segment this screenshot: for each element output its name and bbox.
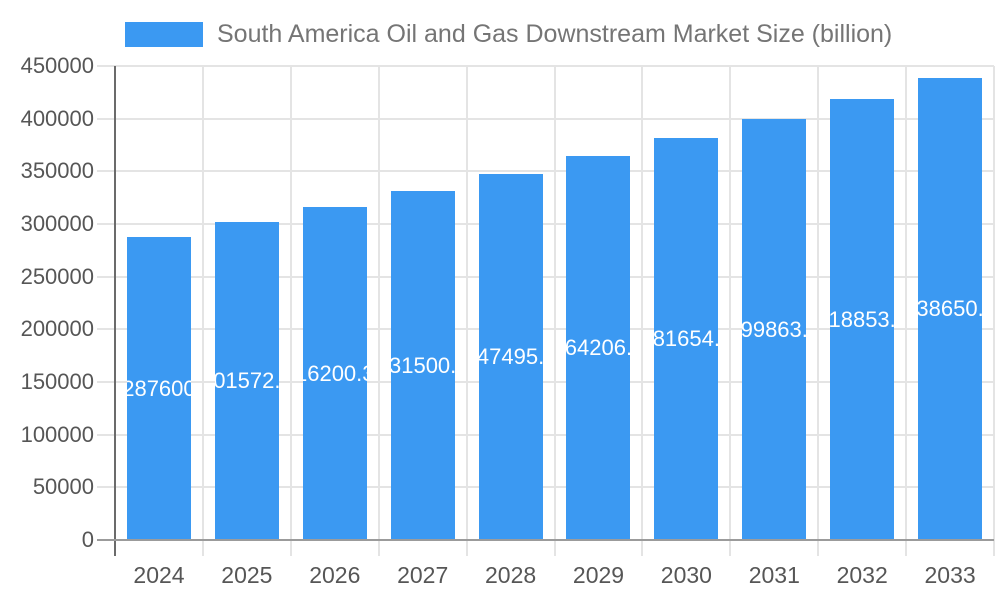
h-gridline: [97, 275, 994, 278]
bar-value-label: 301572.9: [214, 368, 279, 393]
bar: 347495.8: [478, 174, 543, 540]
bar-value-label: 364206.1: [566, 335, 630, 360]
bar: 316200.38: [302, 207, 367, 540]
h-gridline: [97, 117, 994, 120]
v-gridline: [817, 66, 820, 556]
y-axis-tick-label: 250000: [20, 263, 94, 289]
x-axis-tick-label: 2024: [133, 562, 185, 588]
legend-swatch: [125, 21, 203, 47]
x-axis-line: [97, 539, 994, 541]
v-gridline: [377, 66, 380, 556]
x-axis-tick-label: 2033: [924, 562, 976, 588]
v-gridline: [465, 66, 468, 556]
h-gridline: [97, 486, 994, 489]
y-axis-tick-label: 450000: [20, 53, 94, 78]
y-axis-tick-label: 50000: [32, 474, 94, 500]
x-axis-tick-label: 2031: [748, 562, 800, 588]
y-axis-tick-label: 350000: [20, 158, 94, 184]
h-gridline: [97, 328, 994, 331]
bar-value-label: 347495.8: [478, 344, 543, 369]
plot-area: 287600 301572.9 316200.38 331500.4 347495.8 3…: [97, 65, 995, 556]
h-gridline: [97, 433, 994, 436]
h-gridline: [97, 65, 994, 67]
bar-value-label: 381654.3: [654, 326, 718, 351]
bar: 331500.4: [390, 191, 455, 540]
y-axis-tick-label: 400000: [20, 105, 94, 131]
bar: 301572.9: [214, 222, 279, 540]
bar-value-label: 438650.6: [918, 296, 982, 321]
bar: 364206.1: [566, 156, 631, 540]
bar-value-label: 399863.2: [742, 316, 806, 342]
bar-value-label: 331500.4: [390, 352, 455, 378]
x-axis-tick-label: 2027: [397, 562, 449, 588]
h-gridline: [97, 381, 994, 383]
bar: 418853.1: [830, 99, 895, 540]
y-axis-tick-label: 100000: [20, 421, 94, 447]
x-axis-tick-label: 2029: [572, 562, 625, 588]
v-gridline: [905, 66, 908, 556]
bar: 381654.3: [654, 138, 719, 540]
x-axis-tick-label: 2025: [221, 562, 273, 588]
bar: 438650.6: [918, 78, 983, 540]
x-axis-tick-label: 2032: [836, 562, 888, 588]
y-axis-tick-label: 0: [81, 527, 94, 552]
y-axis-tick-label: 150000: [20, 369, 94, 394]
legend: South America Oil and Gas Downstream Mar…: [125, 19, 892, 49]
x-axis-tick-label: 2026: [309, 562, 361, 588]
bar-value-label: 287600: [126, 375, 191, 401]
y-axis-line: [114, 66, 116, 556]
y-axis-tick-label: 200000: [20, 316, 94, 342]
h-gridline: [97, 223, 994, 225]
v-gridline: [289, 66, 292, 556]
v-gridline: [729, 66, 732, 556]
v-gridline: [641, 66, 644, 556]
legend-series-label: South America Oil and Gas Downstream Mar…: [217, 20, 893, 48]
bar-value-label: 418853.1: [830, 306, 894, 332]
y-axis-tick-label: 300000: [20, 211, 94, 236]
bar-value-label: 316200.38: [303, 360, 367, 386]
v-gridline: [993, 66, 995, 556]
h-gridline: [97, 170, 994, 173]
v-gridline: [553, 66, 556, 556]
bar: 399863.2: [742, 119, 807, 540]
bar: 287600: [126, 237, 191, 540]
x-axis-tick-label: 2028: [485, 562, 537, 588]
x-axis-tick-label: 2030: [660, 562, 712, 588]
v-gridline: [201, 66, 204, 556]
